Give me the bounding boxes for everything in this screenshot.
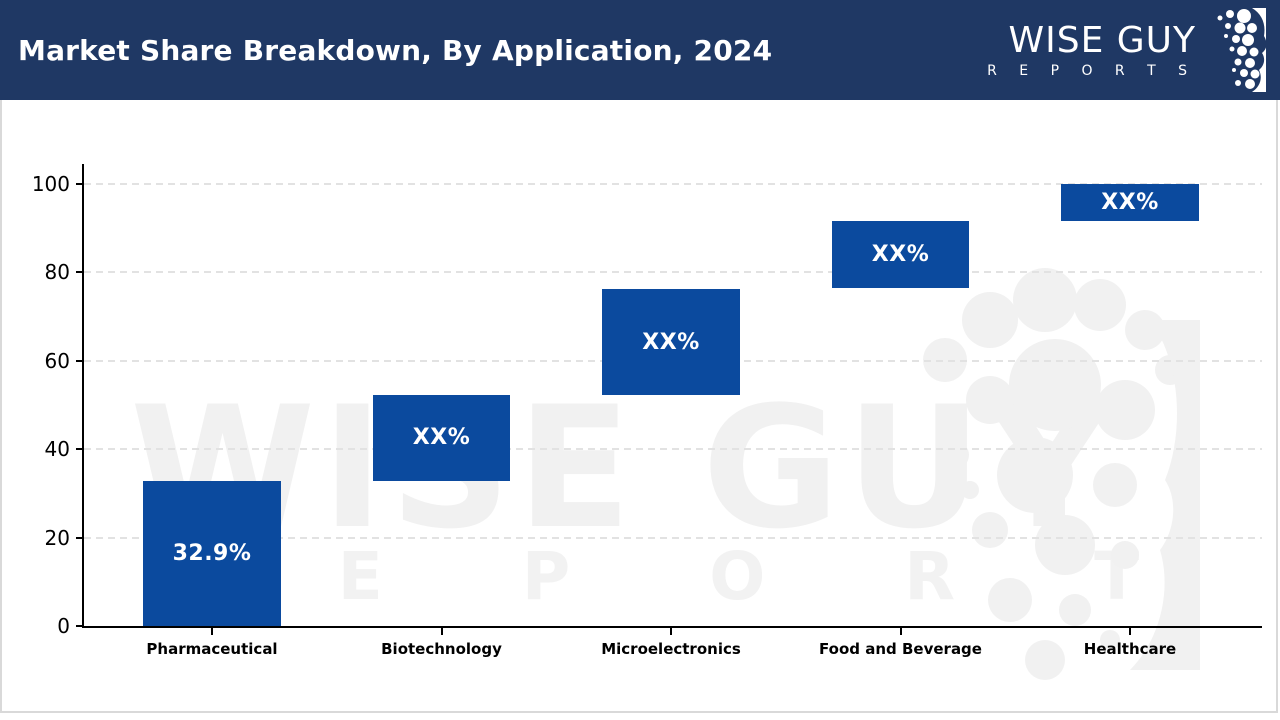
y-tick-label: 100 <box>31 172 70 196</box>
bar-value-label: XX% <box>412 425 471 451</box>
bar-value-label: XX% <box>642 329 700 355</box>
y-tick-mark <box>76 359 83 362</box>
y-tick-label: 60 <box>44 348 70 373</box>
x-axis-line <box>82 626 1262 628</box>
y-tick-label: 40 <box>44 437 70 462</box>
wiseguy-head-icon <box>1217 8 1266 92</box>
bar-value-label: XX% <box>871 242 930 268</box>
gridline <box>84 271 1262 274</box>
x-tick-label: Food and Beverage <box>819 640 982 658</box>
y-axis-line <box>82 164 84 628</box>
x-tick-label: Pharmaceutical <box>146 640 278 658</box>
gridline <box>84 536 1262 539</box>
header-band: Market Share Breakdown, By Application, … <box>0 0 1280 100</box>
y-tick-mark <box>76 448 83 451</box>
chart-title: Market Share Breakdown, By Application, … <box>18 33 773 67</box>
x-tick-mark <box>211 628 213 635</box>
bar-value-label: 32.9% <box>172 540 252 566</box>
logo-wordmark: WISE GUY <box>1008 19 1196 61</box>
x-tick-mark <box>899 628 902 635</box>
bar: XX% <box>831 221 970 289</box>
wiseguy-logo: WISE GUY R E P O R T S <box>983 6 1266 94</box>
bar: XX% <box>602 289 740 395</box>
y-tick-label: 80 <box>44 260 70 285</box>
gridline <box>84 183 1262 185</box>
x-tick-mark <box>1129 628 1131 635</box>
y-tick-mark <box>76 536 83 539</box>
y-tick-mark <box>76 271 83 274</box>
y-tick-label: 20 <box>44 525 70 550</box>
wiseguy-head-watermark-icon <box>923 268 1200 680</box>
bar: XX% <box>372 394 511 481</box>
bar-value-label: XX% <box>1101 190 1159 216</box>
y-tick-label: 0 <box>57 614 70 638</box>
gridline <box>84 448 1262 451</box>
x-tick-mark <box>670 628 672 635</box>
watermark-layer: WISE GUY R E P O R T S <box>0 100 1280 713</box>
x-tick-mark <box>440 628 443 635</box>
x-tick-label: Biotechnology <box>381 640 502 658</box>
bar: 32.9% <box>143 480 281 626</box>
bar: XX% <box>1061 184 1199 222</box>
x-tick-label: Healthcare <box>1083 640 1177 658</box>
y-tick-mark <box>76 183 83 185</box>
watermark-wordmark: WISE GUY <box>130 370 1117 566</box>
x-tick-label: Microelectronics <box>601 640 741 658</box>
y-tick-mark <box>76 625 83 627</box>
logo-subtitle: R E P O R T S <box>987 62 1196 79</box>
